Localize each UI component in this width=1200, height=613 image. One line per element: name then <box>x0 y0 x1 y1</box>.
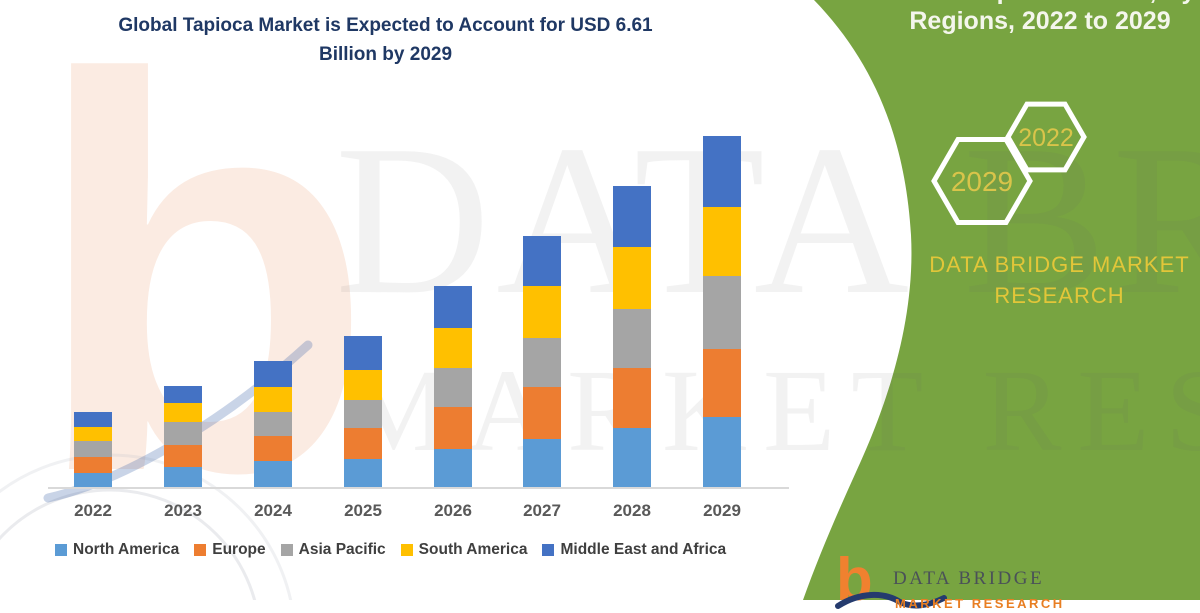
legend-label: South America <box>418 541 528 558</box>
bar-segment-middle-east-and-africa-2022 <box>74 411 112 427</box>
bar-segment-south-america-2028 <box>613 246 651 309</box>
footer-logo: b DATA BRIDGE MARKET RESEARCH <box>835 550 1096 612</box>
data-bridge-watermark-text: DATA BRIDGE <box>335 100 1200 339</box>
x-tick-label: 2024 <box>254 501 292 520</box>
x-tick-label: 2026 <box>434 501 472 520</box>
legend-label: Middle East and Africa <box>560 541 727 558</box>
legend-label: Asia Pacific <box>298 541 386 558</box>
bar-segment-europe-2027 <box>523 386 561 439</box>
legend-swatch <box>55 544 67 556</box>
x-tick-label: 2025 <box>344 501 382 520</box>
chart-title-line2: Billion by 2029 <box>318 44 453 66</box>
legend-item-north-america: North America <box>55 541 179 559</box>
bar-segment-south-america-2026 <box>434 328 472 368</box>
bar-segment-middle-east-and-africa-2023 <box>164 385 202 403</box>
bar-segment-north-america-2025 <box>344 458 382 488</box>
bar-segment-europe-2023 <box>164 445 202 468</box>
chart-title: Global Tapioca Market is Expected to Acc… <box>58 11 713 70</box>
bar-segment-europe-2025 <box>344 427 382 459</box>
legend-label: Europe <box>212 541 266 558</box>
bar-segment-europe-2022 <box>74 456 112 474</box>
legend-label: North America <box>73 541 180 558</box>
bar-segment-north-america-2029 <box>703 417 741 488</box>
bar-segment-middle-east-and-africa-2024 <box>254 361 292 388</box>
bar-segment-asia-pacific-2028 <box>613 308 651 369</box>
bar-segment-europe-2029 <box>703 349 741 418</box>
legend-swatch <box>194 544 207 556</box>
hexagon-2029 <box>931 137 1033 225</box>
x-axis-line <box>48 487 789 489</box>
bar-segment-middle-east-and-africa-2025 <box>344 336 382 370</box>
bar-segment-south-america-2025 <box>344 369 382 400</box>
legend-item-asia-pacific: Asia Pacific <box>280 541 386 559</box>
x-tick-label: 2022 <box>74 501 112 520</box>
legend-swatch <box>400 544 413 556</box>
bar-segment-south-america-2024 <box>254 387 292 413</box>
x-tick-label: 2023 <box>164 501 202 520</box>
bar-segment-north-america-2028 <box>613 428 651 488</box>
chart-title-line1: Global Tapioca Market is Expected to Acc… <box>118 15 653 36</box>
brand-wordmark: DATA BRIDGE MARKET RESEARCH <box>912 250 1200 312</box>
bar-segment-middle-east-and-africa-2026 <box>434 286 472 329</box>
hexagon-2022 <box>1005 101 1087 173</box>
panel-heading: Regions, 2022 to 2029 <box>909 7 1171 35</box>
legend-item-europe: Europe <box>194 541 266 559</box>
bar-segment-asia-pacific-2029 <box>703 276 741 349</box>
chart-legend: North America Europe Asia Pacific South Ame… <box>55 541 726 559</box>
x-tick-label: 2029 <box>703 501 741 520</box>
bar-segment-europe-2026 <box>434 406 472 449</box>
footer-logo-name: DATA BRIDGE <box>893 568 1045 589</box>
bar-segment-europe-2028 <box>613 368 651 429</box>
bar-segment-north-america-2027 <box>523 439 561 488</box>
bar-segment-middle-east-and-africa-2028 <box>613 186 651 247</box>
bar-segment-north-america-2022 <box>74 473 112 488</box>
bar-segment-north-america-2026 <box>434 448 472 488</box>
footer-logo-tagline: MARKET RESEARCH <box>895 596 1065 611</box>
bar-segment-middle-east-and-africa-2027 <box>523 236 561 286</box>
green-side-panel <box>803 0 1200 600</box>
bar-segment-asia-pacific-2027 <box>523 337 561 387</box>
bar-segment-asia-pacific-2026 <box>434 367 472 407</box>
x-tick-label: 2028 <box>613 501 651 520</box>
brand-wordmark-line2: RESEARCH <box>994 282 1125 308</box>
x-tick-label: 2027 <box>523 501 561 520</box>
forecast-hexagons: 2029 2022 <box>931 101 1087 225</box>
bar-segment-south-america-2022 <box>74 426 112 442</box>
bar-segment-europe-2024 <box>254 436 292 462</box>
bar-segment-asia-pacific-2022 <box>74 441 112 457</box>
legend-item-south-america: South America <box>400 541 528 559</box>
bar-segment-south-america-2027 <box>523 285 561 338</box>
bar-segment-north-america-2023 <box>164 467 202 488</box>
market-research-watermark-text: MARKET RESEARCH <box>345 345 1200 476</box>
bar-segment-asia-pacific-2024 <box>254 412 292 437</box>
hexagon-2029-label: 2029 <box>951 166 1013 197</box>
legend-swatch <box>542 544 555 556</box>
bar-segment-asia-pacific-2023 <box>164 422 202 446</box>
bar-segment-middle-east-and-africa-2029 <box>703 136 741 207</box>
brand-wordmark-line1: DATA BRIDGE MARKET <box>929 252 1190 277</box>
hexagon-2022-label: 2022 <box>1018 124 1074 152</box>
legend-swatch <box>280 544 293 556</box>
bar-segment-south-america-2023 <box>164 402 202 423</box>
bar-segment-asia-pacific-2025 <box>344 399 382 428</box>
panel-heading-clipped-line: Global Tapioca Market, By <box>880 0 1200 6</box>
bar-segment-south-america-2029 <box>703 206 741 277</box>
plot-area: 2022 2023 2024 2025 2026 2027 2028 2029 <box>74 136 741 520</box>
bar-segment-north-america-2024 <box>254 461 292 488</box>
legend-item-middle-east-and-africa: Middle East and Africa <box>542 541 726 559</box>
